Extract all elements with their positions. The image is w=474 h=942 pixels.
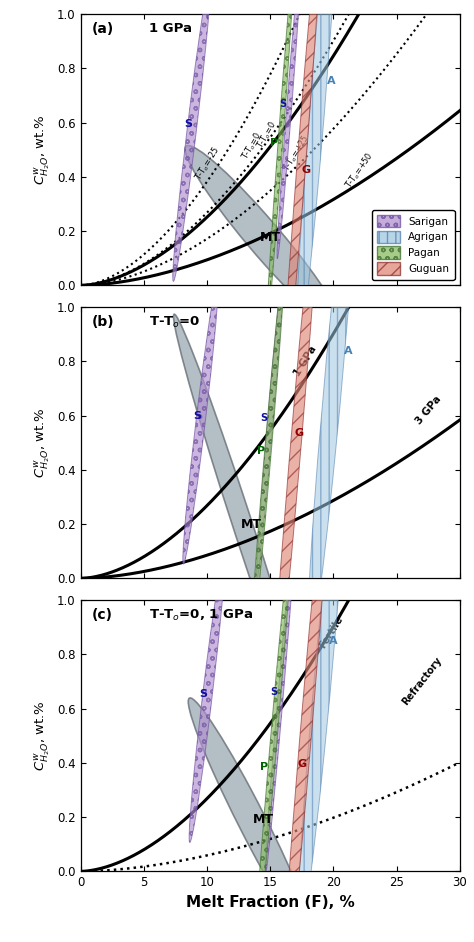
Text: G: G — [295, 429, 304, 438]
Text: S: S — [199, 689, 207, 699]
Ellipse shape — [253, 528, 292, 942]
Text: S: S — [193, 411, 201, 421]
Ellipse shape — [256, 262, 284, 583]
Text: S: S — [260, 414, 267, 423]
Text: G: G — [301, 165, 310, 175]
Ellipse shape — [183, 278, 219, 564]
Text: S: S — [270, 688, 278, 697]
Ellipse shape — [264, 519, 296, 879]
Text: A: A — [329, 636, 337, 646]
Text: A: A — [327, 75, 335, 86]
Text: G: G — [297, 759, 306, 770]
Text: T-T$_o$=0: T-T$_o$=0 — [239, 130, 265, 162]
Ellipse shape — [308, 111, 359, 649]
Text: T-T$_o$=-25: T-T$_o$=-25 — [193, 144, 223, 183]
Text: MT: MT — [241, 517, 262, 530]
Text: P: P — [270, 138, 278, 148]
Text: P: P — [257, 446, 265, 456]
Ellipse shape — [298, 405, 349, 942]
Legend: Sarigan, Agrigan, Pagan, Guguan: Sarigan, Agrigan, Pagan, Guguan — [372, 209, 455, 280]
Ellipse shape — [277, 0, 301, 259]
Text: T-T$_o$=+25: T-T$_o$=+25 — [280, 132, 313, 173]
Text: (a): (a) — [92, 23, 114, 37]
Text: 1 GPa: 1 GPa — [149, 23, 192, 35]
Ellipse shape — [270, 159, 320, 740]
Text: Fertile: Fertile — [317, 615, 345, 651]
Text: MT: MT — [260, 232, 281, 244]
Ellipse shape — [189, 556, 225, 842]
Text: (c): (c) — [92, 609, 113, 623]
Text: T-T$_o$=0, 1 GPa: T-T$_o$=0, 1 GPa — [149, 609, 253, 624]
Ellipse shape — [296, 0, 341, 360]
Text: T-T$_o$=0: T-T$_o$=0 — [149, 316, 201, 331]
Text: S: S — [279, 99, 286, 108]
Ellipse shape — [173, 0, 211, 282]
Text: T-T$_o$=0: T-T$_o$=0 — [255, 119, 280, 151]
Ellipse shape — [185, 146, 343, 331]
Ellipse shape — [173, 315, 311, 734]
Text: Refractory: Refractory — [400, 656, 444, 707]
Text: A: A — [344, 346, 353, 355]
Text: 1 GPa: 1 GPa — [292, 345, 319, 379]
Text: P: P — [260, 762, 268, 771]
Ellipse shape — [280, 0, 324, 433]
Text: T-T$_o$=+50: T-T$_o$=+50 — [343, 150, 377, 191]
Ellipse shape — [250, 249, 285, 661]
Text: S: S — [184, 119, 192, 129]
Ellipse shape — [265, 0, 295, 347]
Y-axis label: $C^w_{H_2O}$, wt.%: $C^w_{H_2O}$, wt.% — [33, 114, 52, 186]
Text: (b): (b) — [92, 316, 115, 330]
X-axis label: Melt Fraction (F), %: Melt Fraction (F), % — [186, 895, 355, 910]
Y-axis label: $C^w_{H_2O}$, wt.%: $C^w_{H_2O}$, wt.% — [33, 700, 52, 771]
Text: MT: MT — [254, 813, 274, 826]
Ellipse shape — [188, 698, 314, 942]
Y-axis label: $C^w_{H_2O}$, wt.%: $C^w_{H_2O}$, wt.% — [33, 407, 52, 479]
Text: 3 GPa: 3 GPa — [413, 394, 443, 427]
Ellipse shape — [281, 446, 331, 942]
